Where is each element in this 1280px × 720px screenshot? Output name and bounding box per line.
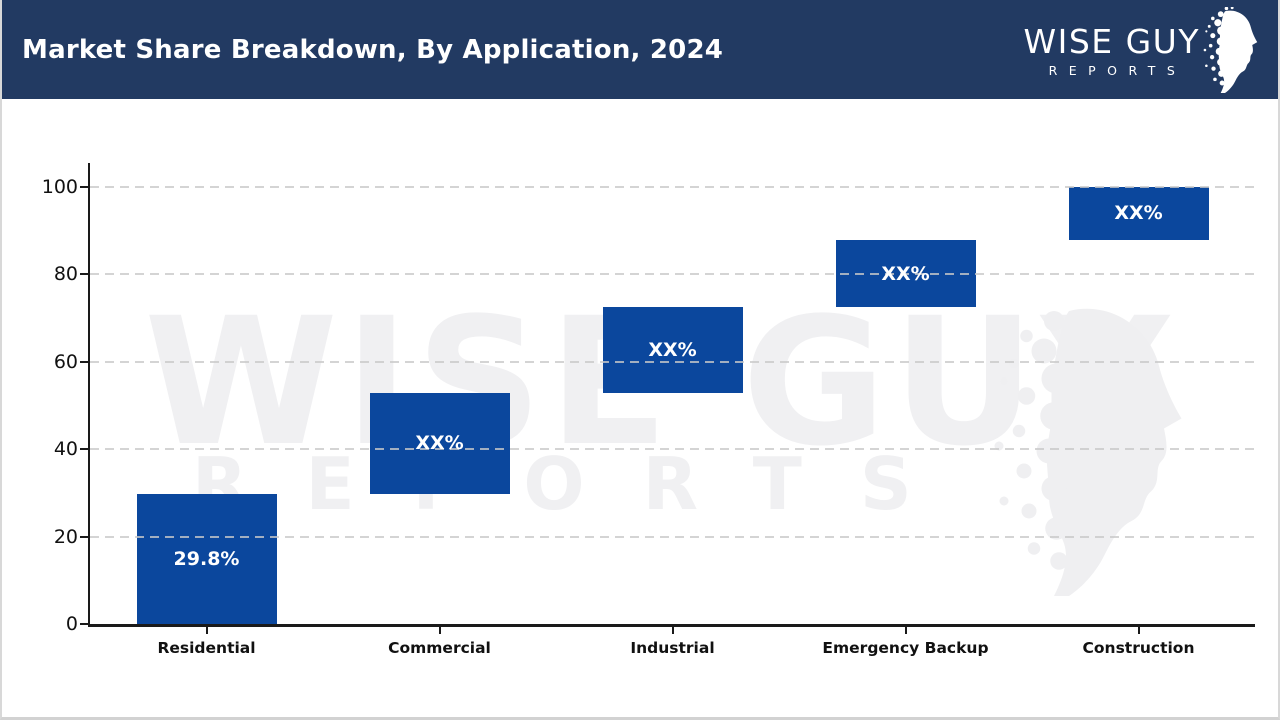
x-axis-spine [88, 624, 1255, 627]
bar-value-label: XX% [1114, 202, 1163, 225]
x-category-label: Emergency Backup [822, 639, 989, 657]
page-title: Market Share Breakdown, By Application, … [22, 34, 724, 65]
y-tick [80, 360, 88, 363]
x-category-label: Commercial [388, 639, 491, 657]
bar-industrial [602, 307, 743, 393]
x-category-label: Industrial [630, 639, 715, 657]
y-tick [80, 186, 88, 188]
bar-residential [136, 493, 277, 624]
bar-construction [1068, 187, 1209, 240]
x-tick [671, 626, 674, 634]
y-tick [80, 273, 88, 276]
bar-value-label: XX% [881, 262, 930, 285]
watermark-face-icon [994, 308, 1182, 596]
gridline [90, 273, 1255, 276]
y-tick [80, 623, 88, 625]
watermark-subtitle: REPORTS [192, 442, 970, 526]
gridline [90, 535, 1255, 538]
y-tick-label: 100 [41, 176, 78, 198]
x-tick [438, 626, 441, 634]
x-tick [904, 626, 907, 634]
y-tick-label: 20 [53, 525, 78, 548]
y-tick-label: 0 [65, 613, 78, 635]
x-tick [205, 626, 208, 634]
y-tick [80, 448, 88, 451]
x-tick [1137, 626, 1140, 634]
gridline [90, 186, 1255, 188]
bar-value-label: XX% [415, 432, 464, 455]
y-tick-label: 60 [53, 350, 78, 373]
wise-guy-reports-logo: WISE GUY REPORTS [1023, 6, 1264, 93]
y-tick [80, 535, 88, 538]
gridline [90, 448, 1255, 451]
x-category-label: Residential [157, 639, 256, 657]
x-category-label: Construction [1082, 639, 1195, 657]
logo-subtitle: REPORTS [1048, 63, 1187, 78]
logo-text: WISE GUY REPORTS [1023, 25, 1200, 78]
y-tick-label: 40 [53, 438, 78, 461]
gridline [90, 360, 1255, 363]
bar-value-label: 29.8% [173, 547, 240, 570]
y-axis-spine [88, 163, 90, 626]
logo-wordmark: WISE GUY [1023, 22, 1200, 61]
header-bar: Market Share Breakdown, By Application, … [2, 0, 1278, 99]
bar-value-label: XX% [648, 339, 697, 361]
bar-commercial [369, 392, 510, 494]
y-tick-label: 80 [53, 263, 78, 286]
dotted-face-icon [1203, 6, 1258, 93]
